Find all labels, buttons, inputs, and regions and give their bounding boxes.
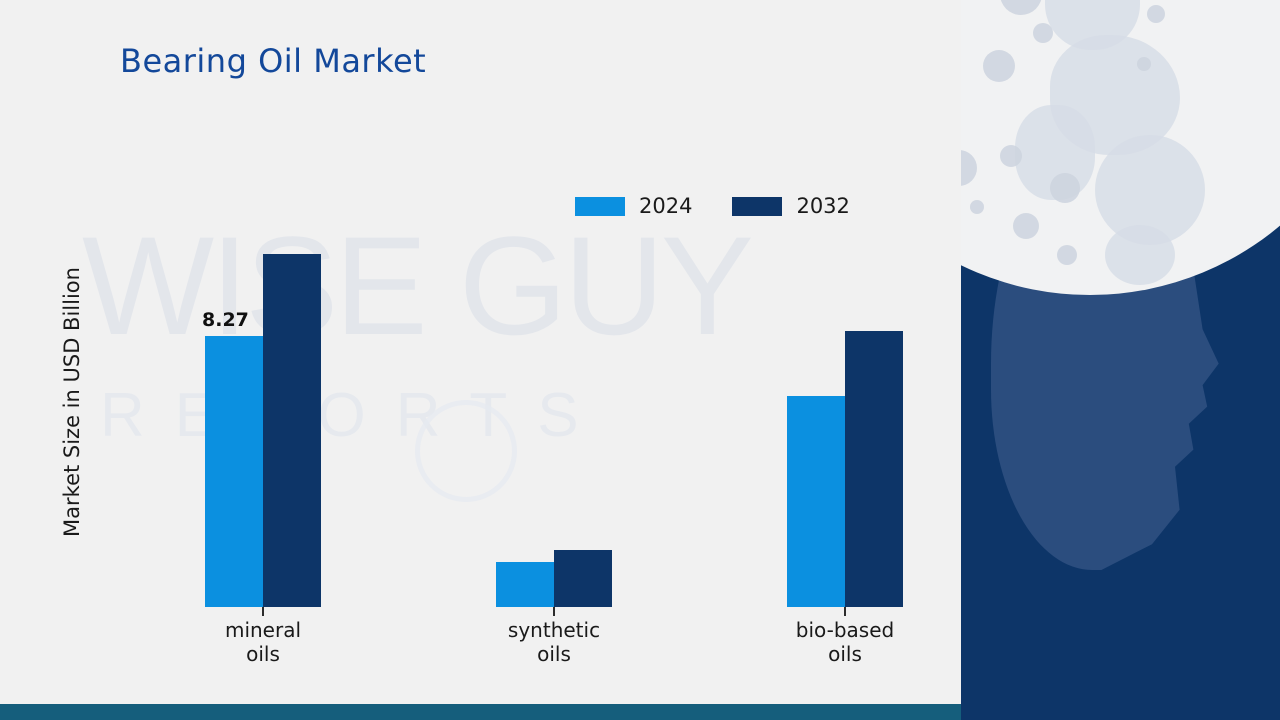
x-tick-synthetic-oils bbox=[553, 607, 555, 616]
bar-group-mineral-oils: 8.27 mineral oils bbox=[202, 150, 321, 666]
legend-swatch-2024-icon bbox=[575, 196, 625, 216]
x-label-mineral-oils-line1: mineral bbox=[224, 618, 302, 642]
x-label-bio-based-oils: bio-based oils bbox=[745, 618, 945, 666]
x-label-mineral-oils: mineral oils bbox=[163, 618, 363, 666]
legend-label-2024: 2024 bbox=[639, 194, 693, 218]
bar-2024-mineral-oils[interactable] bbox=[205, 336, 263, 607]
bar-value-label-mineral-oils-2024: 8.27 bbox=[202, 309, 249, 331]
legend-swatch-2032-icon bbox=[732, 196, 783, 216]
bar-2032-bio-based-oils[interactable] bbox=[845, 331, 903, 607]
bar-group-synthetic-oils: synthetic oils bbox=[496, 150, 612, 666]
brain-network-circle-graphic bbox=[961, 0, 1280, 295]
legend-item-2024[interactable]: 2024 bbox=[575, 194, 692, 218]
x-tick-mineral-oils bbox=[262, 607, 264, 616]
x-label-bio-based-oils-line1: bio-based bbox=[795, 618, 895, 642]
bar-group-bio-based-oils: bio-based oils bbox=[787, 150, 903, 666]
x-label-bio-based-oils-line2: oils bbox=[828, 642, 862, 666]
bar-2032-synthetic-oils[interactable] bbox=[554, 550, 612, 607]
bar-2032-mineral-oils[interactable] bbox=[263, 254, 321, 607]
footer-accent-bar bbox=[0, 704, 961, 720]
y-axis-label: Market Size in USD Billion bbox=[60, 267, 84, 537]
bar-chart: Market Size in USD Billion 8.27 mineral … bbox=[60, 150, 950, 666]
legend-label-2032: 2032 bbox=[796, 194, 850, 218]
x-label-synthetic-oils-line1: synthetic bbox=[507, 618, 601, 642]
x-label-mineral-oils-line2: oils bbox=[246, 642, 280, 666]
x-label-synthetic-oils: synthetic oils bbox=[454, 618, 654, 666]
x-tick-bio-based-oils bbox=[844, 607, 846, 616]
brand-panel: WISE GUY R E P O R T S bbox=[961, 0, 1280, 720]
plot-area: 8.27 mineral oils synthetic oils bbox=[100, 150, 950, 666]
x-label-synthetic-oils-line2: oils bbox=[537, 642, 571, 666]
page-title: Bearing Oil Market bbox=[120, 42, 427, 80]
bar-2024-synthetic-oils[interactable] bbox=[496, 562, 554, 607]
chart-legend: 2024 2032 bbox=[575, 194, 850, 218]
bar-2024-bio-based-oils[interactable] bbox=[787, 396, 845, 607]
legend-item-2032[interactable]: 2032 bbox=[732, 194, 850, 218]
